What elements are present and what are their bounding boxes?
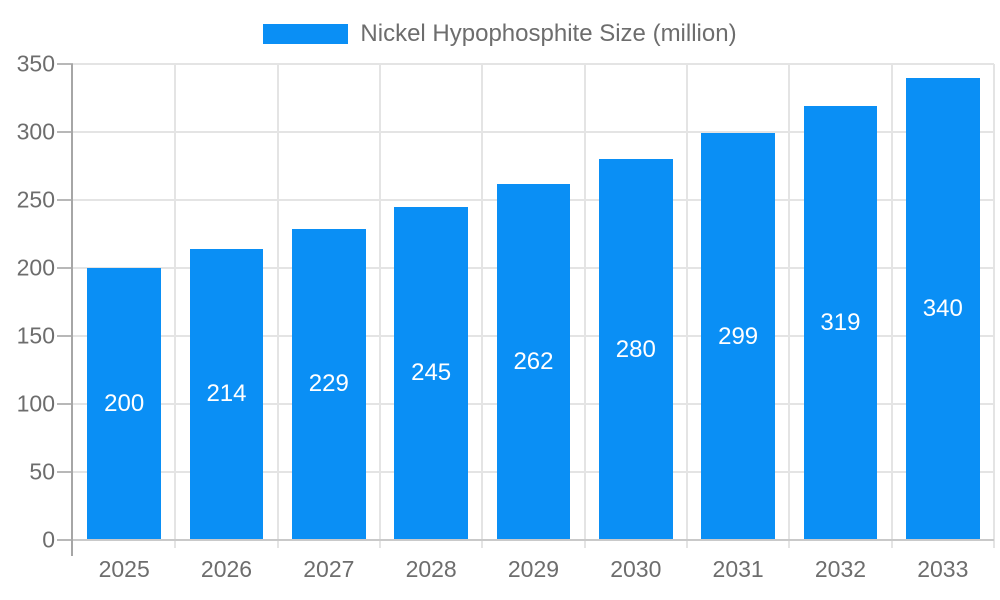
bar: 262: [496, 183, 571, 540]
y-axis-tick-mark: [57, 199, 73, 201]
bar: 280: [598, 159, 673, 540]
y-axis-tick-mark: [57, 335, 73, 337]
bar: 340: [905, 77, 980, 540]
y-axis-labels: 0 50 100 150 200 250 300 350: [0, 52, 55, 551]
y-axis-tick-mark: [57, 471, 73, 473]
v-gridline: [583, 64, 586, 548]
v-gridline: [890, 64, 893, 548]
bar: 319: [803, 106, 878, 540]
y-axis-tick-label: 300: [16, 118, 55, 145]
bar: 229: [291, 228, 366, 540]
x-axis-tick-label: 2026: [200, 556, 253, 582]
bar-value-label: 340: [922, 294, 963, 322]
bar: 214: [189, 248, 264, 540]
bar-value-label: 319: [820, 309, 861, 337]
v-gridline: [378, 64, 381, 548]
y-axis-tick-label: 50: [29, 458, 55, 485]
h-gridline: [73, 131, 994, 133]
bar: 299: [701, 133, 775, 540]
x-axis-tick-label: 2025: [98, 556, 150, 582]
y-axis-ticks: [57, 63, 73, 541]
bar-value-label: 229: [308, 370, 349, 398]
x-axis-tick-label: 2032: [814, 556, 867, 582]
plot-area: 200 214 229 245 262 280 299 319 340: [73, 63, 995, 548]
bar-category-cell: 340: [892, 64, 994, 540]
bar-category-cell: 245: [380, 64, 482, 540]
y-axis-line: [71, 64, 73, 556]
y-axis-tick-mark: [57, 267, 73, 269]
legend-item[interactable]: Nickel Hypophosphite Size (million): [263, 20, 737, 48]
bar-value-label: 280: [615, 335, 656, 363]
y-axis-tick-mark: [57, 403, 73, 405]
v-gridline: [174, 64, 177, 548]
bar-value-label: 299: [718, 322, 759, 350]
bar-category-cell: 214: [175, 64, 277, 540]
v-gridline: [685, 64, 688, 548]
x-axis-labels: 2025 2026 2027 2028 2029 2030 2031 2032 2033: [73, 556, 994, 583]
h-gridline: [73, 63, 994, 65]
bar-category-cell: 200: [73, 64, 175, 540]
bar-category-cell: 319: [789, 64, 891, 540]
x-axis-tick-label: 2027: [303, 556, 355, 582]
v-gridline: [788, 64, 791, 548]
x-axis-tick-label: 2033: [917, 556, 969, 582]
x-axis-tick-label: 2029: [507, 556, 560, 582]
x-axis-tick-label: 2031: [712, 556, 764, 582]
y-axis-tick-mark: [57, 131, 73, 133]
bar-category-cell: 229: [278, 64, 380, 540]
bar-category-cell: 280: [585, 64, 687, 540]
y-axis-tick-label: 350: [16, 50, 55, 77]
bar-value-label: 262: [513, 347, 554, 375]
bar: 200: [87, 268, 161, 540]
bar-value-label: 245: [411, 359, 452, 387]
bar-value-label: 200: [104, 390, 145, 417]
v-gridline: [276, 64, 279, 548]
y-axis-tick-mark: [57, 63, 73, 65]
bar-series: 200 214 229 245 262 280 299 319 340: [73, 64, 994, 540]
x-axis-tick-label: 2030: [610, 556, 662, 582]
bar-category-cell: 262: [482, 64, 584, 540]
x-axis-tick-label: 2028: [405, 556, 457, 582]
legend: Nickel Hypophosphite Size (million): [0, 20, 1000, 48]
y-axis-tick-label: 200: [16, 254, 55, 281]
bar-value-label: 214: [206, 380, 247, 408]
y-axis-tick-label: 150: [16, 322, 55, 349]
y-axis-tick-label: 100: [16, 390, 55, 417]
y-axis-tick-label: 250: [16, 186, 55, 213]
bar: 245: [394, 206, 468, 540]
y-axis-tick-mark: [57, 539, 73, 541]
y-axis-tick-label: 0: [42, 526, 55, 553]
bar-category-cell: 299: [687, 64, 789, 540]
v-gridline: [481, 64, 484, 548]
legend-label: Nickel Hypophosphite Size (million): [360, 20, 737, 47]
legend-swatch-icon: [263, 24, 349, 44]
x-axis-line: [73, 539, 994, 541]
v-gridline: [993, 64, 995, 548]
